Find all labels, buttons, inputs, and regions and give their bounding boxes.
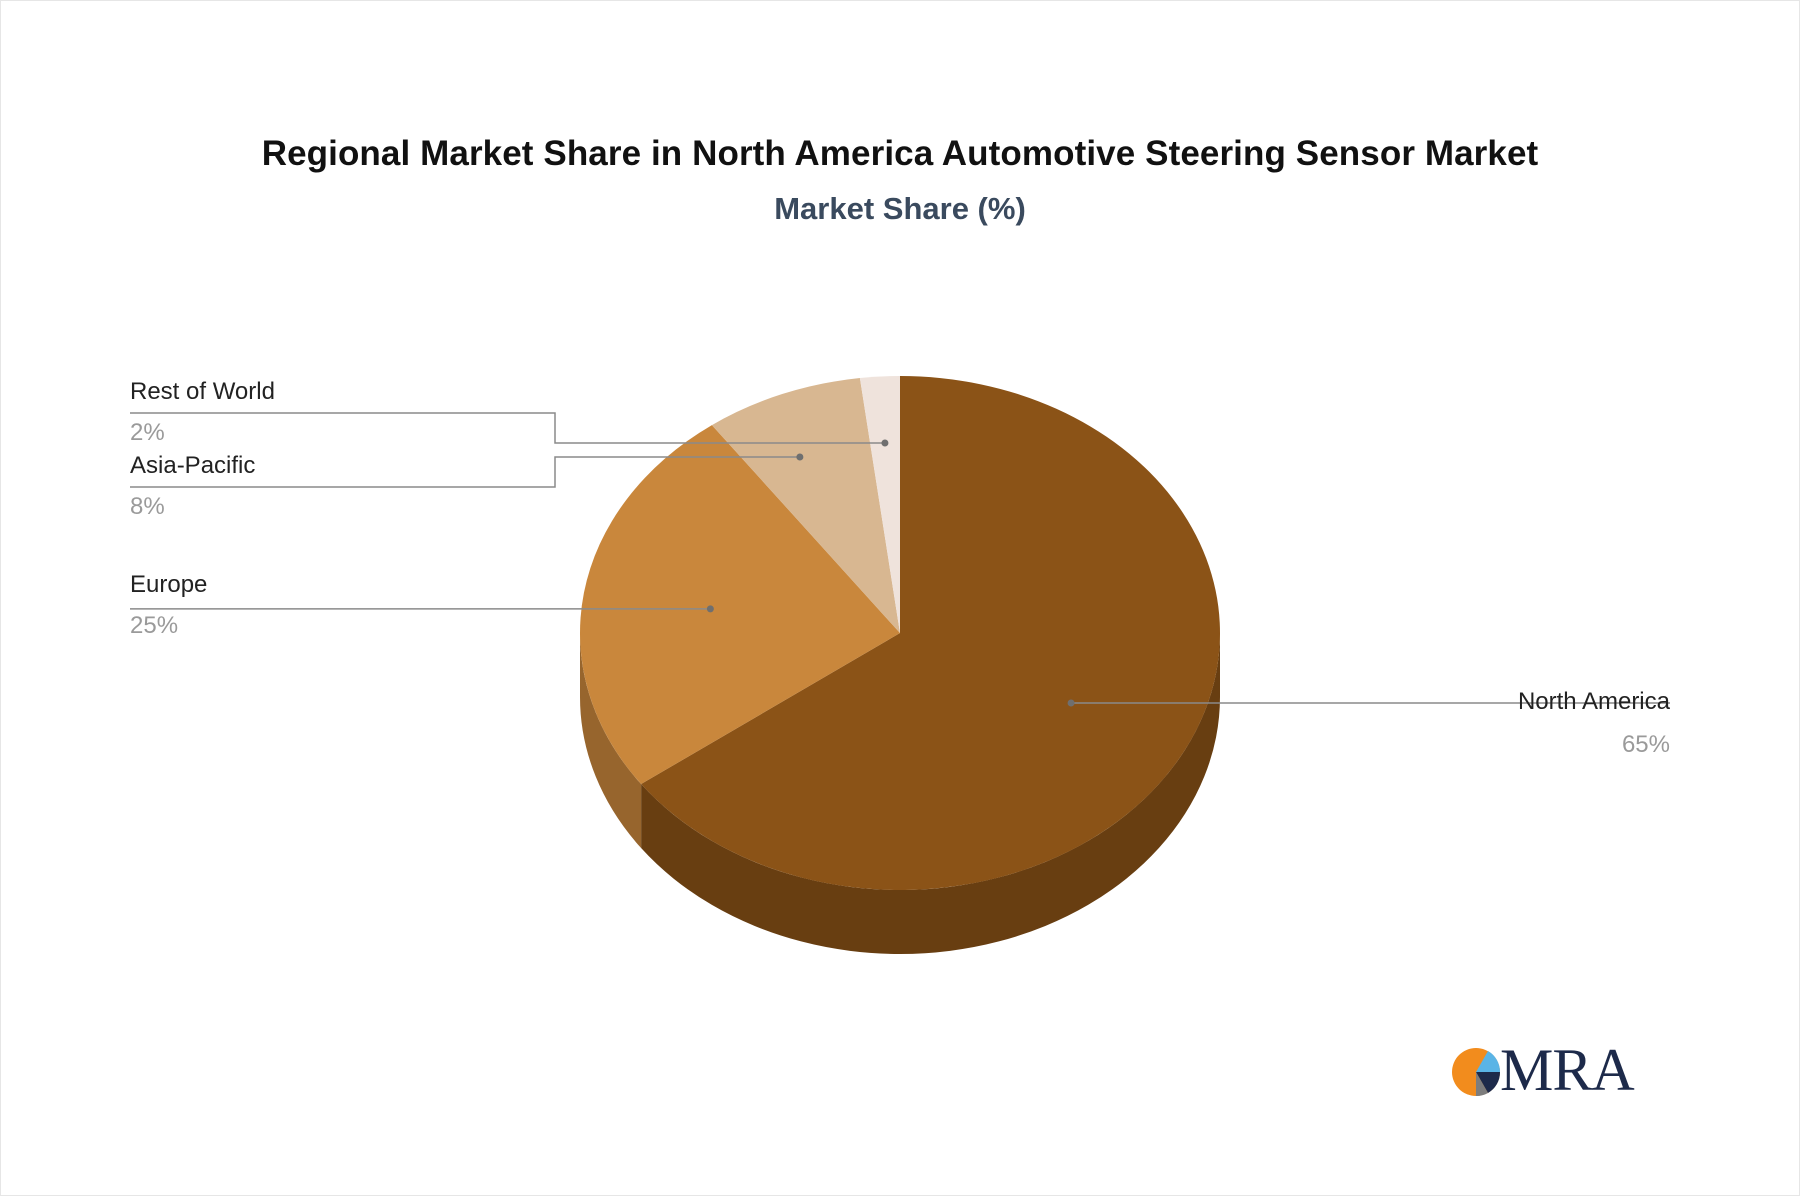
label-name-europe: Europe (130, 571, 207, 598)
label-value-north-america: 65% (1622, 731, 1670, 758)
logo-blue-wedge (1476, 1051, 1501, 1072)
label-name-north-america: North America (1518, 688, 1671, 715)
pie-side-europe (580, 633, 642, 849)
logo-navy-wedge (1476, 1072, 1501, 1093)
leader-dot-asia-pacific (796, 453, 804, 461)
label-value-europe: 25% (130, 612, 178, 639)
leader-dot-north-america (1067, 699, 1075, 707)
label-value-asia-pacific: 8% (130, 493, 165, 520)
label-value-rest-of-world: 2% (130, 419, 165, 446)
pie-slice-north-america (641, 376, 1220, 890)
pie-top (580, 376, 1220, 890)
leader-dot-rest-of-world (881, 439, 889, 447)
pie-side-north-america (641, 633, 1220, 954)
logo-gray-wedge (1476, 1072, 1488, 1097)
mra-logo (1452, 1048, 1501, 1097)
leader-dot-europe (706, 605, 714, 613)
pie-depth (580, 633, 1220, 954)
label-name-asia-pacific: Asia-Pacific (130, 452, 255, 479)
pie-slice-europe (580, 425, 900, 785)
leader-line-rest-of-world (130, 412, 885, 444)
pie-slice-asia-pacific (711, 378, 900, 633)
pie-labels: North America 65% Europe 25% Asia-Pacific 8% R… (130, 378, 1671, 758)
pie-slice-rest-of-world (859, 376, 900, 633)
chart-title: Regional Market Share in North America A… (261, 134, 1539, 173)
label-name-rest-of-world: Rest of World (130, 378, 275, 405)
logo-text: MRA (1500, 1037, 1635, 1103)
chart-subtitle: Market Share (%) (774, 191, 1026, 226)
leader-line-asia-pacific (130, 456, 800, 488)
